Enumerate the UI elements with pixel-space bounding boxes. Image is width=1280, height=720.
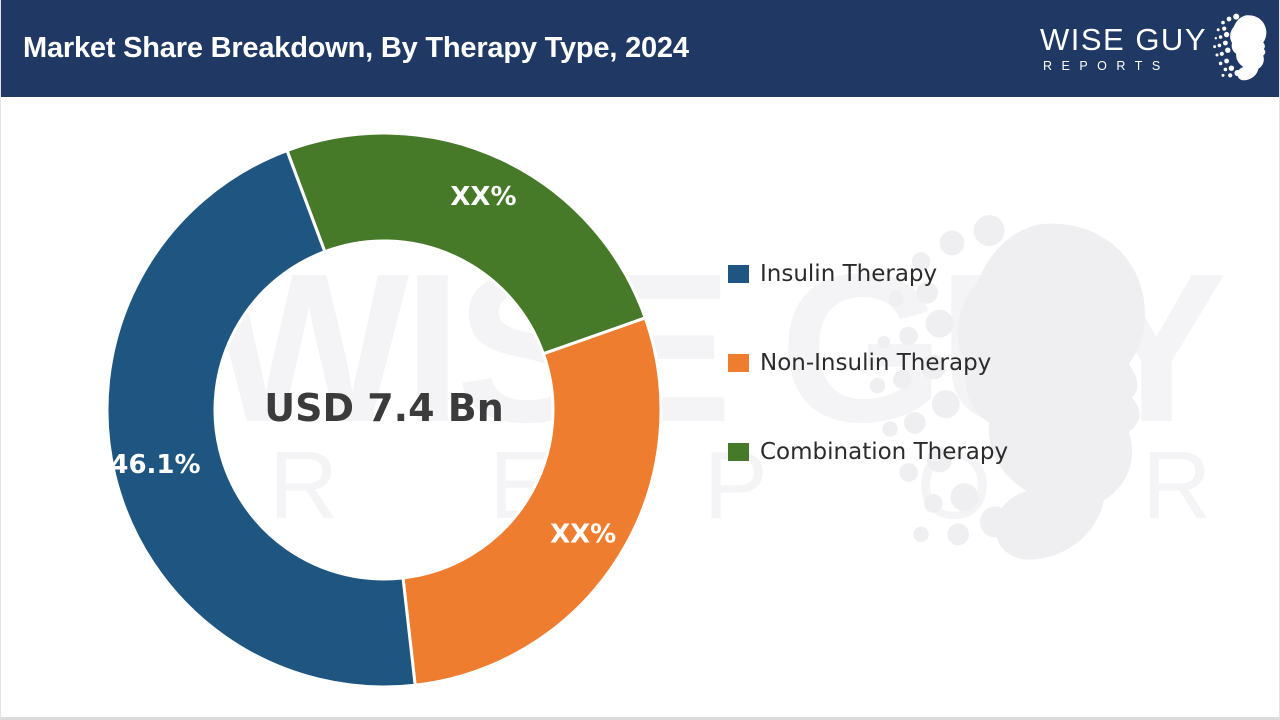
page-title: Market Share Breakdown, By Therapy Type,… xyxy=(23,32,689,64)
legend-item-label: Combination Therapy xyxy=(760,439,1009,465)
legend-item-label: Insulin Therapy xyxy=(760,261,938,287)
legend-item-non-insulin-therapy: Non-Insulin Therapy xyxy=(728,350,991,376)
pie-slice-non-insulin-therapy xyxy=(401,316,663,687)
header-background xyxy=(1,0,1279,97)
pie-slice-insulin-therapy xyxy=(105,149,417,689)
legend-item-insulin-therapy: Insulin Therapy xyxy=(728,261,937,287)
legend-item-label: Non-Insulin Therapy xyxy=(760,350,992,376)
legend-item-combination-therapy: Combination Therapy xyxy=(728,439,1008,465)
wise-guy-face-icon xyxy=(1211,12,1271,86)
pie-slice-percentage-label: XX% xyxy=(450,182,516,212)
header-bar: Market Share Breakdown, By Therapy Type,… xyxy=(1,0,1279,97)
logo-text: WISE GUY REPORTS xyxy=(1040,24,1207,73)
donut-center-value: USD 7.4 Bn xyxy=(264,386,504,430)
legend-swatch-icon xyxy=(728,265,749,283)
logo-wordmark: WISE GUY xyxy=(1039,22,1207,58)
pie-slice-percentage-label: 46.1% xyxy=(110,450,200,480)
pie-slice-percentage-label: XX% xyxy=(550,520,616,550)
logo-subtext: REPORTS xyxy=(1042,58,1170,73)
legend-swatch-icon xyxy=(728,443,749,461)
pie-slice-combination-therapy xyxy=(285,131,647,356)
wise-guy-logo: WISE GUY REPORTS xyxy=(1040,12,1271,86)
legend-swatch-icon xyxy=(728,354,749,372)
